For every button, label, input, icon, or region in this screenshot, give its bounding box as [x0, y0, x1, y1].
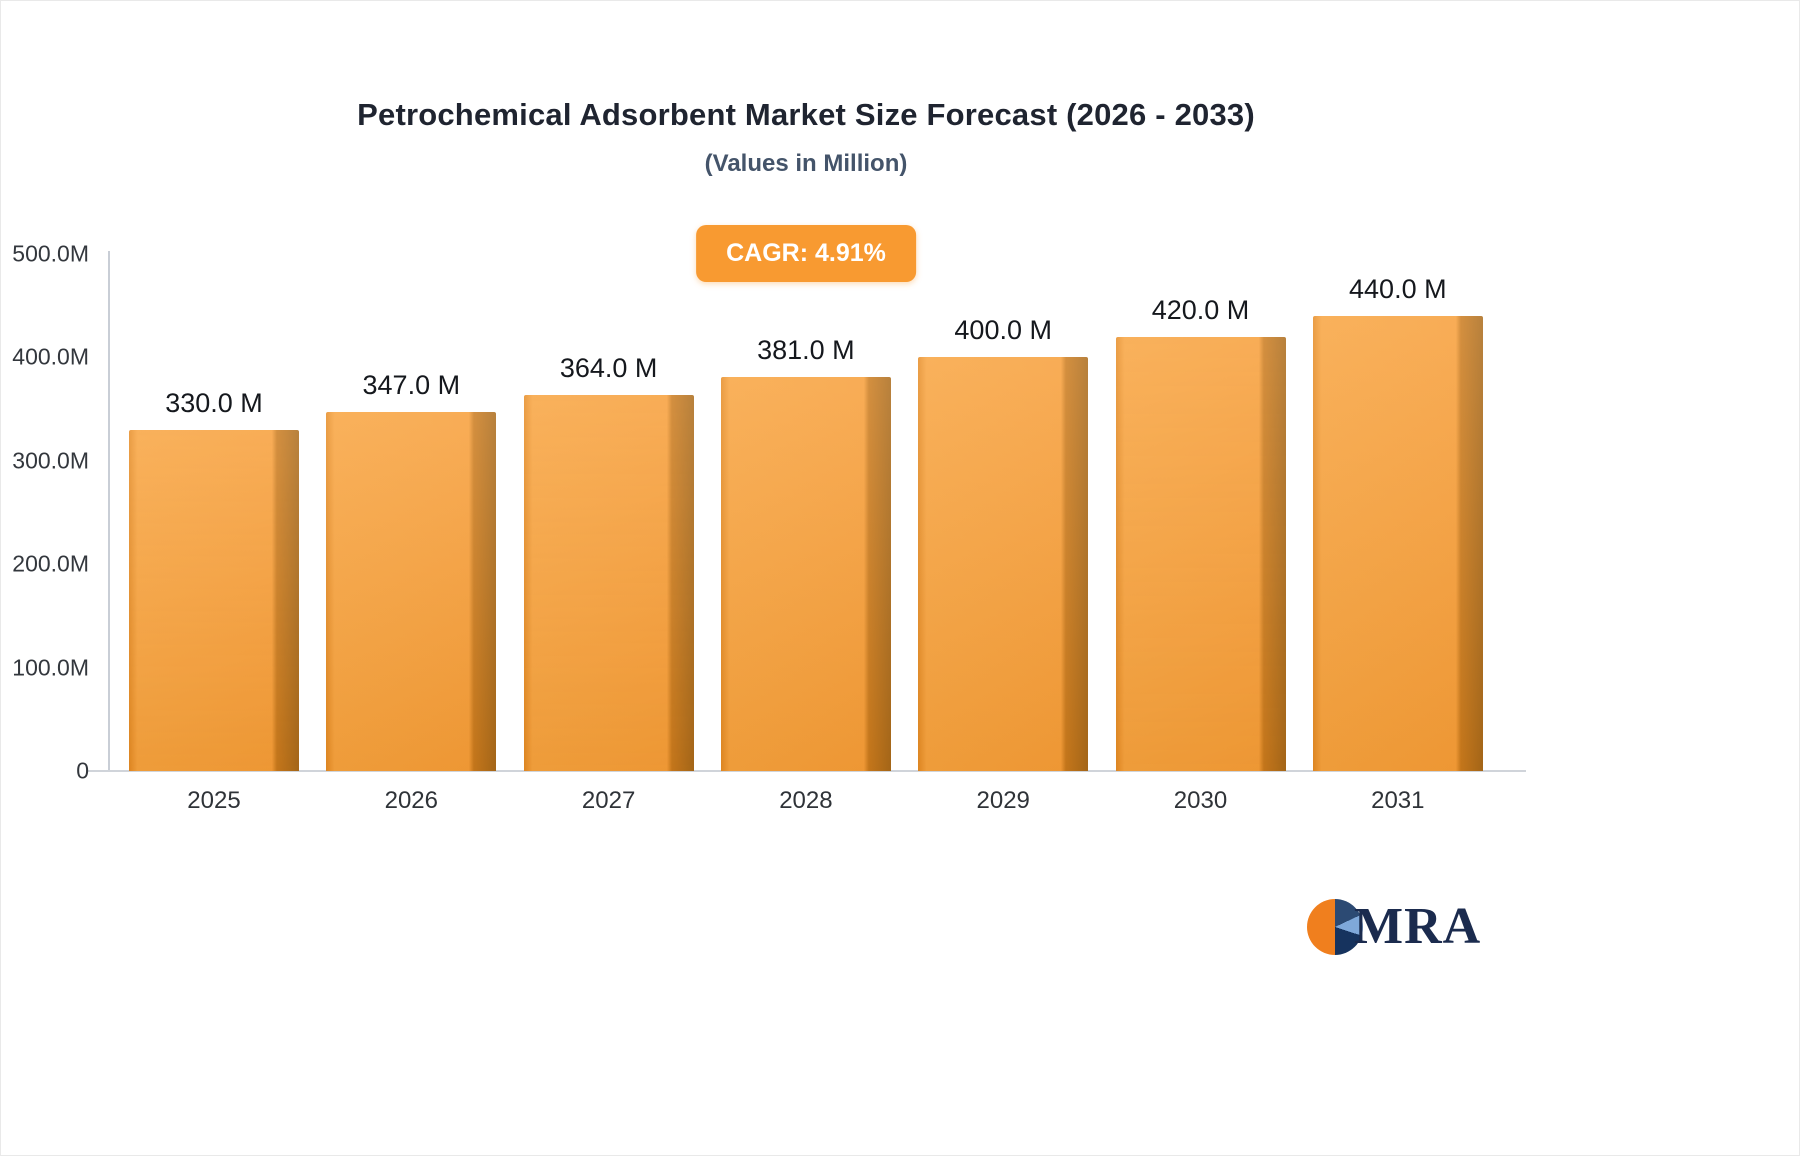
y-axis-line [108, 251, 110, 771]
x-axis-label: 2030 [1173, 787, 1228, 814]
x-axis-line [86, 770, 1526, 772]
bar [1312, 316, 1483, 771]
bar-value-label: 347.0 M [362, 370, 461, 401]
bar [523, 394, 694, 771]
bar-value-label: 364.0 M [559, 352, 658, 383]
bar [918, 357, 1089, 771]
bar-value-label: 400.0 M [954, 315, 1052, 346]
pie-chart-logo-icon [1307, 899, 1363, 955]
y-axis-tick-label: 200.0M [12, 550, 89, 577]
bar [129, 429, 299, 771]
bar [1115, 336, 1286, 771]
bar-value-label: 440.0 M [1349, 274, 1447, 305]
x-axis-label: 2026 [384, 787, 438, 814]
y-axis-tick-label: 300.0M [12, 447, 89, 474]
brand-logo-text: MRA [1354, 898, 1482, 955]
bar [326, 412, 497, 771]
cagr-badge: CAGR: 4.91% [696, 225, 916, 282]
x-axis-label: 2029 [976, 787, 1030, 814]
bar-value-label: 330.0 M [165, 387, 263, 418]
chart-title: Petrochemical Adsorbent Market Size Fore… [357, 97, 1255, 132]
bar [720, 377, 891, 771]
x-axis-label: 2027 [581, 787, 636, 814]
bar-value-label: 381.0 M [757, 335, 855, 366]
brand-logo: MRA [1307, 899, 1481, 955]
bar-value-label: 420.0 M [1151, 294, 1250, 325]
y-axis-tick-label: 100.0M [12, 654, 89, 681]
x-axis-label: 2028 [779, 787, 833, 814]
x-axis-label: 2025 [187, 787, 241, 814]
y-axis-tick-label: 400.0M [12, 343, 89, 370]
y-axis-tick-label: 500.0M [12, 240, 89, 267]
x-axis-label: 2031 [1371, 787, 1425, 814]
y-axis-tick-label: 0 [76, 757, 89, 784]
chart-subtitle: (Values in Million) [704, 150, 908, 177]
